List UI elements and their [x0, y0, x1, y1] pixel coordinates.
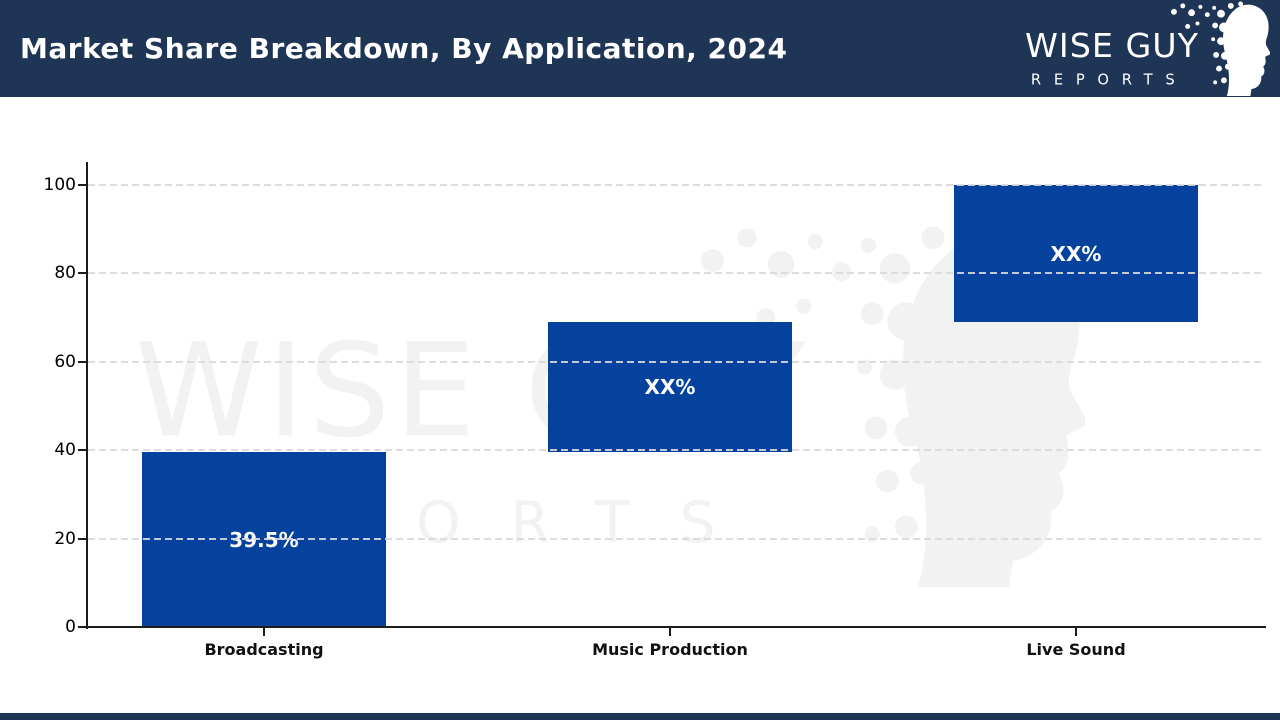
- y-tick-mark: [78, 449, 86, 451]
- wise-guy-reports-logo: [1025, 0, 1270, 98]
- bar-value-label: XX%: [1050, 241, 1102, 266]
- x-tick-mark: [263, 628, 265, 636]
- y-axis-line: [86, 162, 88, 629]
- gridline-20: [88, 538, 1264, 540]
- x-tick-mark: [669, 628, 671, 636]
- y-tick-label: 60: [54, 352, 76, 372]
- gridline-100: [88, 184, 1264, 186]
- page-title: Market Share Breakdown, By Application, …: [20, 32, 788, 65]
- x-tick-label: Broadcasting: [204, 640, 324, 659]
- y-tick-mark: [78, 626, 86, 628]
- y-tick-mark: [78, 184, 86, 186]
- y-tick-label: 20: [54, 529, 76, 549]
- y-tick-label: 80: [54, 263, 76, 283]
- y-tick-label: 0: [65, 617, 76, 637]
- x-tick-label: Music Production: [592, 640, 748, 659]
- y-tick-label: 100: [43, 175, 76, 195]
- y-tick-mark: [78, 361, 86, 363]
- bar-live-sound: XX%: [954, 185, 1198, 322]
- gridline-40: [88, 449, 1264, 451]
- footer-bar: [0, 713, 1280, 720]
- x-tick-mark: [1075, 628, 1077, 636]
- y-tick-label: 40: [54, 440, 76, 460]
- y-tick-mark: [78, 272, 86, 274]
- x-axis-line: [86, 626, 1266, 628]
- y-tick-mark: [78, 538, 86, 540]
- bar-music-production: XX%: [548, 322, 792, 452]
- gridline-60: [88, 361, 1264, 363]
- header-bar: Market Share Breakdown, By Application, …: [0, 0, 1280, 97]
- gridline-80: [88, 272, 1264, 274]
- bar-value-label: XX%: [644, 375, 696, 399]
- x-tick-label: Live Sound: [1026, 640, 1126, 659]
